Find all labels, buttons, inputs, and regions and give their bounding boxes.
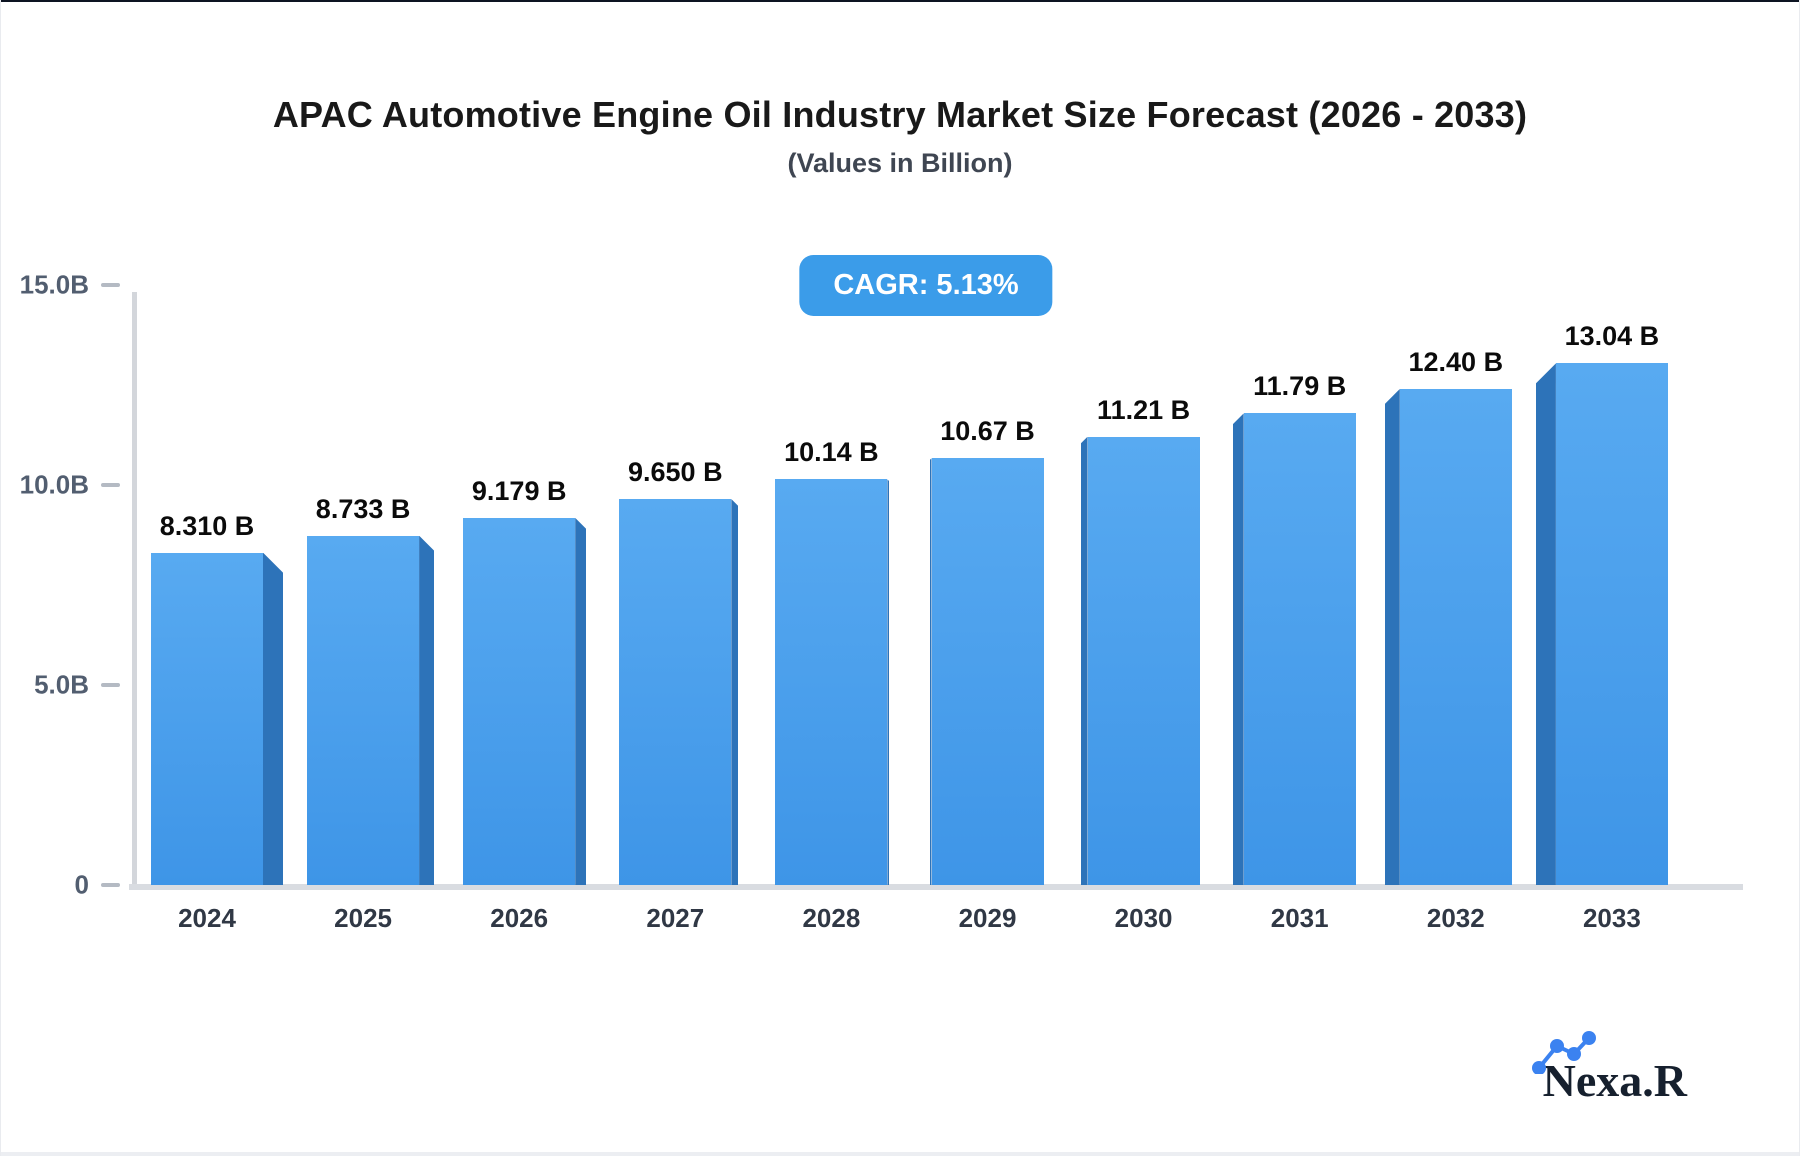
bar-2029 [931, 458, 1044, 885]
x-tick-label: 2027 [646, 903, 705, 933]
x-tick-label: 2024 [178, 903, 236, 933]
y-tick-label: 5.0B [34, 669, 89, 700]
bar-2030 [1087, 436, 1200, 885]
bar-value-label: 11.21 B [1097, 394, 1191, 425]
x-tick-label: 2029 [958, 903, 1017, 933]
page-subtitle: (Values in Billion) [787, 148, 1013, 178]
bar-value-label: 10.14 B [784, 437, 879, 468]
bar-value-label: 13.04 B [1564, 321, 1660, 352]
bar-2026 [463, 517, 576, 885]
y-tick-label: 15.0B [19, 269, 89, 300]
y-tick-dash [101, 283, 120, 287]
bar-value-label: 8.733 B [315, 493, 411, 524]
y-axis-line [132, 292, 137, 889]
y-tick-label: 10.0B [19, 469, 89, 500]
y-tick-dash [101, 883, 120, 887]
line-chart-icon [1531, 1030, 1597, 1079]
bar-2025 [307, 535, 420, 885]
x-tick-label: 2028 [802, 903, 861, 933]
x-tick-label: 2026 [490, 903, 549, 933]
x-tick-label: 2025 [334, 903, 393, 933]
x-axis-line [129, 884, 1743, 890]
bar-value-label: 9.650 B [628, 457, 723, 487]
bar-side [419, 535, 435, 885]
bar-side [1384, 389, 1400, 885]
bar-2024 [151, 552, 263, 885]
window-top-edge [1, 0, 1799, 2]
x-tick-label: 2032 [1426, 903, 1485, 933]
x-tick-label: 2033 [1582, 903, 1641, 933]
bar-2032 [1399, 389, 1512, 885]
y-tick-dash [101, 683, 120, 687]
bar-value-label: 10.67 B [940, 416, 1035, 447]
bar-2027 [619, 499, 732, 885]
bar-side [929, 458, 932, 885]
bar-side [1535, 363, 1556, 885]
cagr-badge: CAGR: 5.13% [799, 255, 1053, 316]
y-tick-label: 0 [74, 869, 89, 900]
bar-side [731, 499, 739, 885]
bar-side [1232, 413, 1244, 885]
bar-side [263, 552, 283, 885]
bar-side [1080, 436, 1088, 885]
bar-value-label: 12.40 B [1408, 347, 1504, 377]
bar-side [887, 479, 890, 885]
window-bottom-edge [1, 1152, 1799, 1156]
brand-logo: Nexa.R [1531, 1031, 1687, 1106]
page-title: APAC Automotive Engine Oil Industry Mark… [272, 94, 1528, 135]
bar-side [575, 517, 587, 885]
bar-value-label: 8.310 B [159, 510, 255, 541]
bar-2028 [775, 479, 888, 885]
bar-2031 [1243, 413, 1356, 885]
bar-2033 [1555, 363, 1668, 885]
bar-value-label: 9.179 B [471, 475, 567, 506]
x-tick-label: 2031 [1270, 903, 1329, 933]
y-tick-dash [101, 483, 120, 487]
x-tick-label: 2030 [1114, 903, 1173, 933]
bar-value-label: 11.79 B [1253, 371, 1347, 402]
brand-logo-text: Nexa.R [1542, 1055, 1687, 1106]
